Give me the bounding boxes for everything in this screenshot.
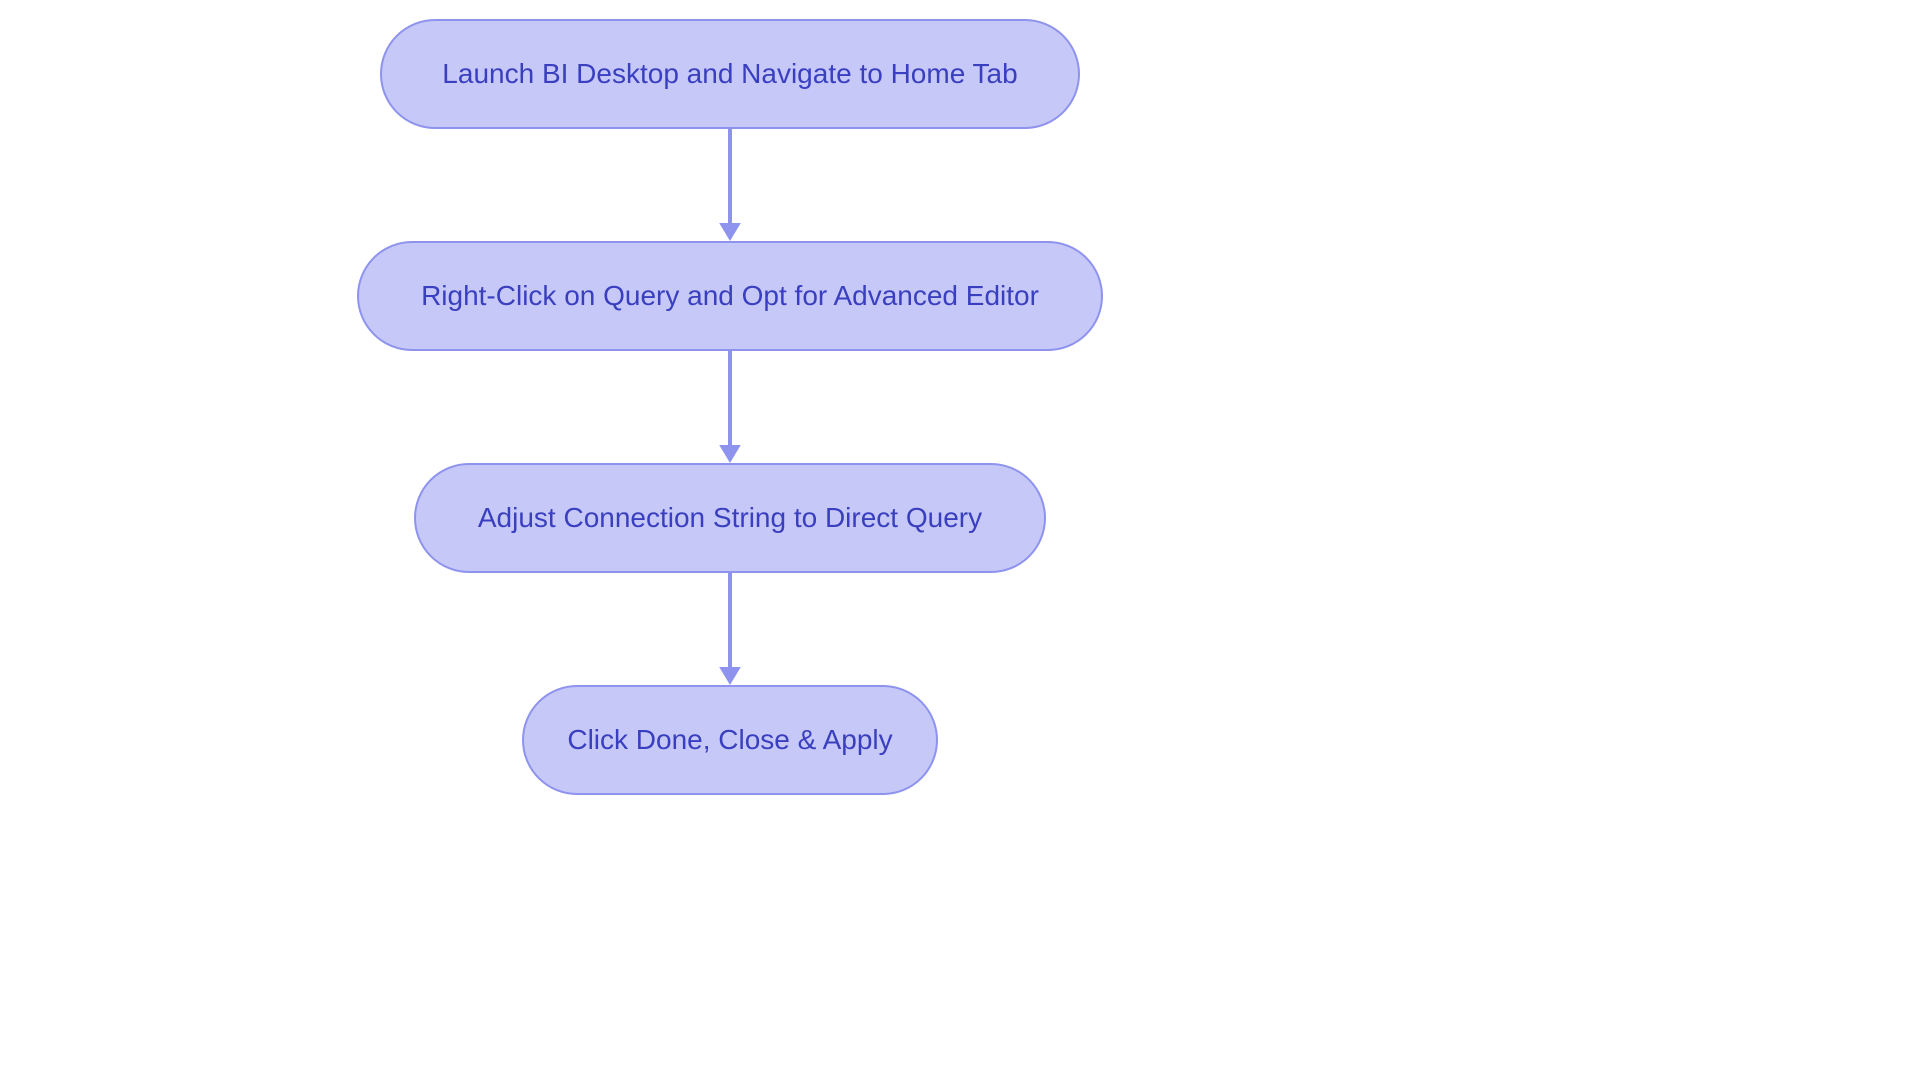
flow-node-label: Right-Click on Query and Opt for Advance… (421, 280, 1039, 312)
flow-node-label: Click Done, Close & Apply (567, 724, 892, 756)
flow-arrow-3 (710, 573, 750, 685)
flow-node-1: Launch BI Desktop and Navigate to Home T… (380, 19, 1080, 129)
flow-node-label: Launch BI Desktop and Navigate to Home T… (442, 58, 1017, 90)
flow-node-2: Right-Click on Query and Opt for Advance… (357, 241, 1103, 351)
flow-node-4: Click Done, Close & Apply (522, 685, 938, 795)
flow-arrow-1 (710, 129, 750, 241)
flow-arrow-2 (710, 351, 750, 463)
flowchart-container: Launch BI Desktop and Navigate to Home T… (0, 0, 1920, 1083)
flow-node-3: Adjust Connection String to Direct Query (414, 463, 1046, 573)
flow-node-label: Adjust Connection String to Direct Query (478, 502, 982, 534)
